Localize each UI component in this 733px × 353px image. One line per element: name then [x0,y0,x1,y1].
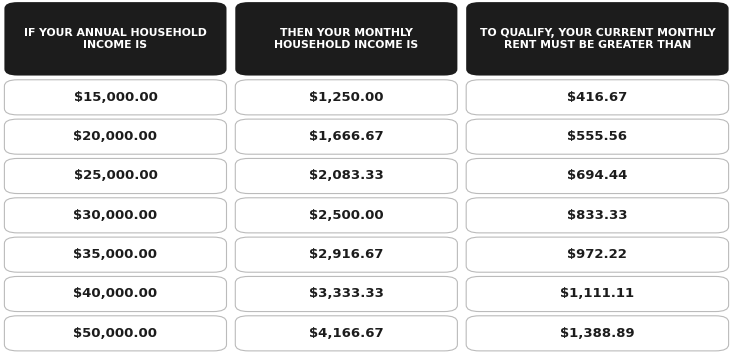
FancyBboxPatch shape [466,2,729,76]
Text: $2,083.33: $2,083.33 [309,169,383,183]
FancyBboxPatch shape [466,119,729,154]
Text: $40,000.00: $40,000.00 [73,287,158,300]
Text: $30,000.00: $30,000.00 [73,209,158,222]
Text: $35,000.00: $35,000.00 [73,248,158,261]
Text: $416.67: $416.67 [567,91,627,104]
FancyBboxPatch shape [4,276,226,312]
FancyBboxPatch shape [4,237,226,272]
FancyBboxPatch shape [466,237,729,272]
Text: $1,250.00: $1,250.00 [309,91,383,104]
Text: $2,916.67: $2,916.67 [309,248,383,261]
FancyBboxPatch shape [4,198,226,233]
Text: $972.22: $972.22 [567,248,627,261]
Text: $555.56: $555.56 [567,130,627,143]
Text: $50,000.00: $50,000.00 [73,327,158,340]
Text: IF YOUR ANNUAL HOUSEHOLD
INCOME IS: IF YOUR ANNUAL HOUSEHOLD INCOME IS [24,28,207,50]
FancyBboxPatch shape [235,198,457,233]
FancyBboxPatch shape [466,276,729,312]
FancyBboxPatch shape [466,158,729,193]
Text: $694.44: $694.44 [567,169,627,183]
FancyBboxPatch shape [235,316,457,351]
FancyBboxPatch shape [235,276,457,312]
Text: $25,000.00: $25,000.00 [73,169,158,183]
FancyBboxPatch shape [4,158,226,193]
FancyBboxPatch shape [466,80,729,115]
FancyBboxPatch shape [235,158,457,193]
Text: $2,500.00: $2,500.00 [309,209,383,222]
Text: $1,666.67: $1,666.67 [309,130,383,143]
FancyBboxPatch shape [4,316,226,351]
Text: THEN YOUR MONTHLY
HOUSEHOLD INCOME IS: THEN YOUR MONTHLY HOUSEHOLD INCOME IS [274,28,419,50]
Text: TO QUALIFY, YOUR CURRENT MONTHLY
RENT MUST BE GREATER THAN: TO QUALIFY, YOUR CURRENT MONTHLY RENT MU… [479,28,715,50]
Text: $4,166.67: $4,166.67 [309,327,383,340]
Text: $1,388.89: $1,388.89 [560,327,635,340]
FancyBboxPatch shape [235,80,457,115]
FancyBboxPatch shape [466,316,729,351]
Text: $15,000.00: $15,000.00 [73,91,158,104]
Text: $20,000.00: $20,000.00 [73,130,158,143]
Text: $833.33: $833.33 [567,209,627,222]
FancyBboxPatch shape [466,198,729,233]
FancyBboxPatch shape [4,2,226,76]
FancyBboxPatch shape [4,80,226,115]
FancyBboxPatch shape [235,2,457,76]
FancyBboxPatch shape [235,237,457,272]
Text: $1,111.11: $1,111.11 [560,287,635,300]
FancyBboxPatch shape [4,119,226,154]
Text: $3,333.33: $3,333.33 [309,287,384,300]
FancyBboxPatch shape [235,119,457,154]
